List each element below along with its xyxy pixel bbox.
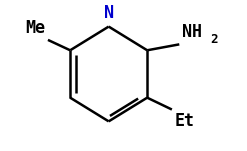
Text: 2: 2 bbox=[210, 33, 218, 46]
Text: N: N bbox=[104, 4, 114, 22]
Text: NH: NH bbox=[182, 23, 202, 41]
Text: Me: Me bbox=[25, 19, 45, 37]
Text: Et: Et bbox=[174, 112, 194, 130]
